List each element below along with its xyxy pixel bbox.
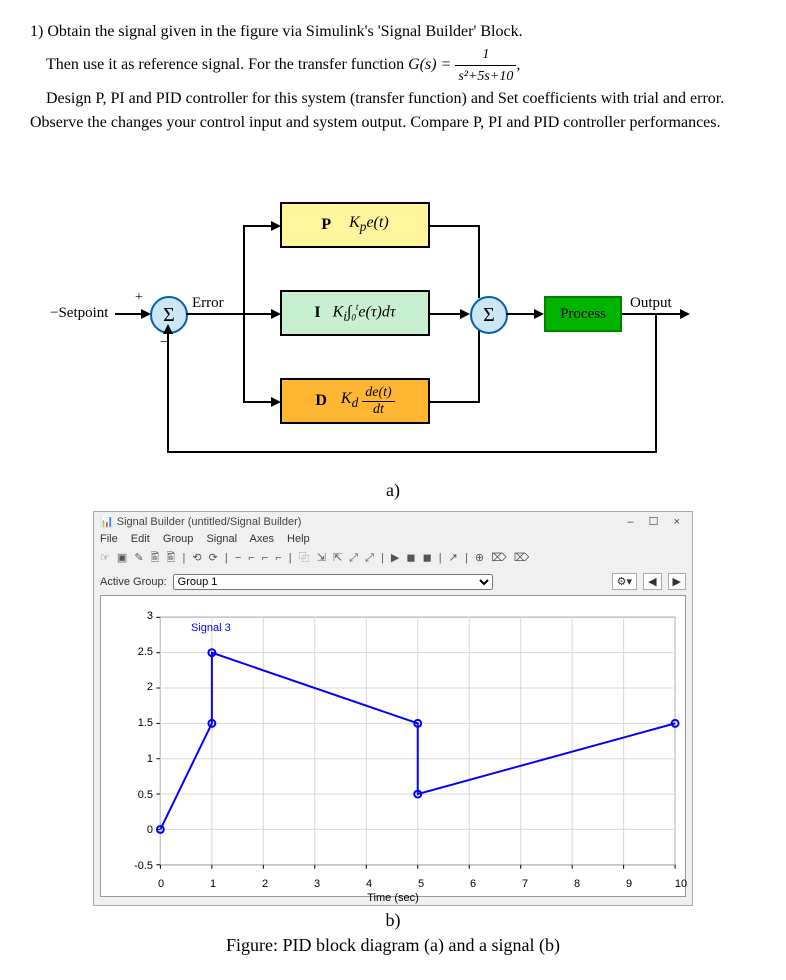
x-tick-label: 1 [210, 878, 216, 890]
next-button[interactable]: ▶ [668, 573, 686, 590]
sublabel-b: b) [30, 910, 756, 931]
question-text: 1) Obtain the signal given in the figure… [30, 20, 756, 135]
toolbar[interactable]: ☞ ▣ ✎ 🖺 🖺 | ⟲ ⟳ | − ⌐ ⌐ ⌐ | ⿻ ⇲ ⇱ ⤢ ⤢ | … [94, 547, 692, 570]
menu-axes[interactable]: Axes [250, 533, 274, 545]
maximize-button[interactable]: ☐ [643, 515, 665, 528]
x-tick-label: 7 [522, 878, 528, 890]
pid-block-diagram: −Setpoint + − Σ Error P Kpe(t) I Ki∫0te(… [30, 170, 756, 470]
x-tick-label: 4 [366, 878, 372, 890]
signal-name-label: Signal 3 [191, 622, 231, 634]
y-tick-label: 2 [129, 681, 153, 693]
menu-edit[interactable]: Edit [131, 533, 150, 545]
sublabel-a: a) [30, 480, 756, 501]
p-block: P Kpe(t) [280, 202, 430, 248]
x-tick-label: 3 [314, 878, 320, 890]
y-tick-label: 3 [129, 610, 153, 622]
error-label: Error [192, 295, 224, 312]
plus-sign: + [135, 290, 143, 306]
signal-builder-window: 📊 Signal Builder (untitled/Signal Builde… [93, 511, 693, 906]
y-tick-label: 1 [129, 753, 153, 765]
menu-signal[interactable]: Signal [206, 533, 237, 545]
menu-help[interactable]: Help [287, 533, 310, 545]
y-tick-label: 0.5 [129, 789, 153, 801]
q-line1: Obtain the signal given in the figure vi… [47, 23, 522, 40]
x-tick-label: 10 [675, 878, 687, 890]
q-number: 1) [30, 23, 43, 40]
menu-group[interactable]: Group [163, 533, 194, 545]
minimize-button[interactable]: – [621, 516, 639, 528]
active-group-select[interactable]: Group 1 [173, 574, 493, 590]
window-titlebar: 📊 Signal Builder (untitled/Signal Builde… [94, 512, 692, 531]
menu-file[interactable]: File [100, 533, 118, 545]
y-tick-label: -0.5 [129, 860, 153, 872]
q-line3: Design P, PI and PID controller for this… [30, 90, 724, 131]
d-block: D Kd de(t)dt [280, 378, 430, 424]
x-tick-label: 9 [626, 878, 632, 890]
y-tick-label: 2.5 [129, 646, 153, 658]
menubar: File Edit Group Signal Axes Help [94, 531, 692, 547]
active-group-row: Active Group: Group 1 ⚙▾ ◀ ▶ [94, 570, 692, 593]
y-tick-label: 0 [129, 824, 153, 836]
chart-svg [101, 596, 685, 896]
transfer-function: G(s) = 1s²+5s+10, [408, 44, 520, 87]
signal-chart: Signal 3 -0.500.511.522.53 012345678910 … [100, 595, 686, 897]
i-block: I Ki∫0te(τ)dτ [280, 290, 430, 336]
x-axis-label: Time (sec) [367, 892, 419, 904]
process-block: Process [544, 296, 622, 332]
setpoint-label: −Setpoint [50, 305, 108, 322]
x-tick-label: 5 [418, 878, 424, 890]
x-tick-label: 2 [262, 878, 268, 890]
x-tick-label: 6 [470, 878, 476, 890]
x-tick-label: 8 [574, 878, 580, 890]
sum-junction-2: Σ [470, 296, 508, 334]
y-tick-label: 1.5 [129, 717, 153, 729]
figure-caption: Figure: PID block diagram (a) and a sign… [30, 935, 756, 956]
close-button[interactable]: × [668, 516, 686, 528]
prev-button[interactable]: ◀ [643, 573, 661, 590]
settings-button[interactable]: ⚙▾ [612, 573, 637, 590]
x-tick-label: 0 [158, 878, 164, 890]
q-line2: Then use it as reference signal. For the… [46, 56, 408, 73]
output-label: Output [630, 295, 672, 312]
